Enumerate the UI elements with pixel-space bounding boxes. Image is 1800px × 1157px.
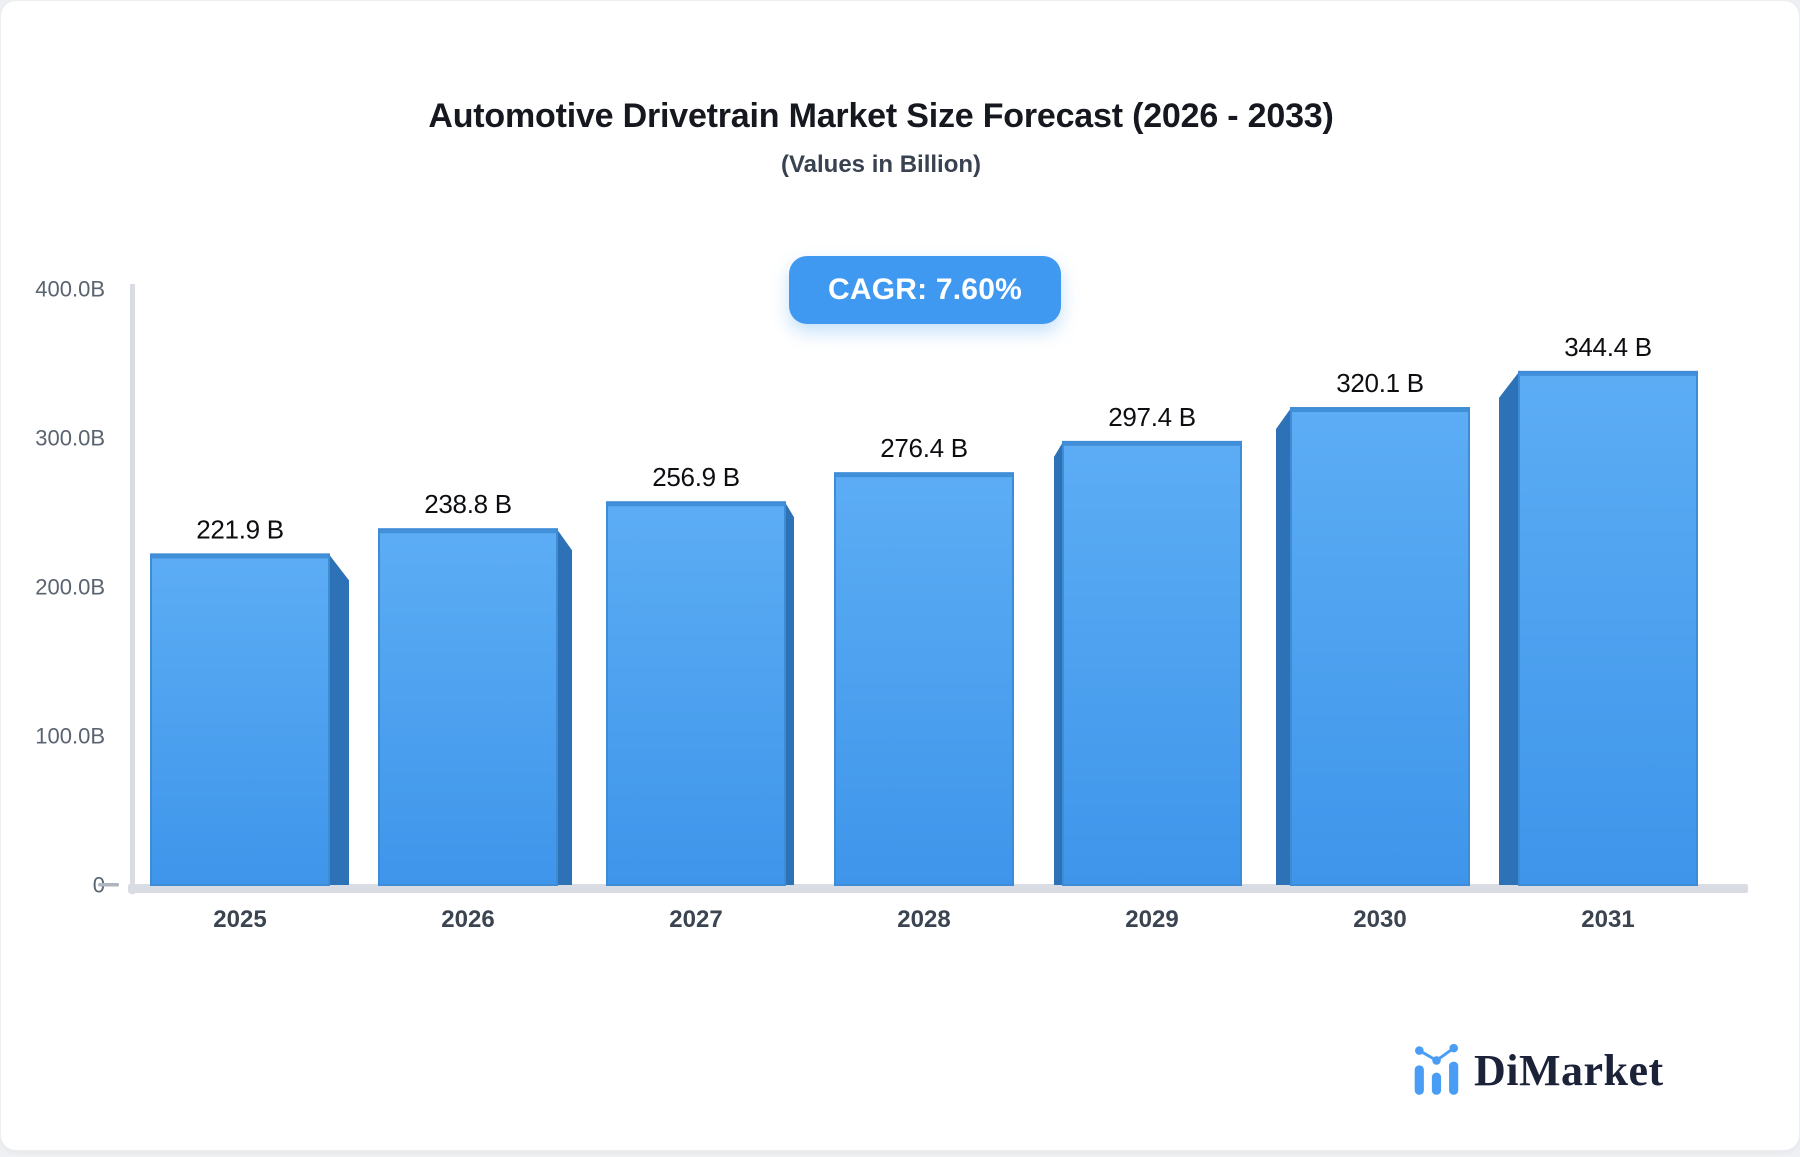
dimarket-logo: DiMarket <box>1413 1035 1664 1107</box>
bar-value-label: 297.4 B <box>1108 402 1196 432</box>
x-tick-label: 2029 <box>1125 906 1178 933</box>
x-tick-label: 2025 <box>213 906 266 933</box>
cagr-badge: CAGR: 7.60% <box>789 256 1061 324</box>
y-tick-label: 300.0B <box>35 426 105 451</box>
zero-tick-dash <box>98 883 119 887</box>
bar-value-label: 221.9 B <box>196 514 284 544</box>
y-tick-label: 200.0B <box>35 575 105 600</box>
bar-2030[interactable] <box>1276 407 1470 886</box>
bar-value-label: 276.4 B <box>880 433 968 463</box>
x-tick-label: 2031 <box>1581 906 1634 933</box>
y-tick-label: 400.0B <box>35 277 105 302</box>
chart-title: Automotive Drivetrain Market Size Foreca… <box>428 97 1334 135</box>
bar-2029[interactable] <box>1054 440 1242 886</box>
x-tick-label: 2027 <box>669 906 722 933</box>
bar-line-chart-icon <box>1413 1042 1463 1101</box>
dimarket-logo-text: DiMarket <box>1474 1046 1664 1095</box>
bar-2028[interactable] <box>834 472 1014 886</box>
bar-2026[interactable] <box>378 528 572 886</box>
bar-2025[interactable] <box>150 553 349 887</box>
x-tick-label: 2028 <box>897 906 950 933</box>
bar-value-label: 320.1 B <box>1336 368 1424 398</box>
x-axis-baseline <box>128 884 1748 893</box>
bar-value-label: 344.4 B <box>1564 332 1652 362</box>
y-axis-line <box>130 284 135 894</box>
bar-value-label: 238.8 B <box>424 489 512 519</box>
x-tick-label: 2026 <box>441 906 494 933</box>
y-tick-label: 100.0B <box>35 724 105 749</box>
bar-2027[interactable] <box>606 501 794 886</box>
chart-subtitle: (Values in Billion) <box>780 151 982 178</box>
bar-value-label: 256.9 B <box>652 462 740 492</box>
bar-2031[interactable] <box>1499 370 1698 886</box>
x-tick-label: 2030 <box>1353 906 1406 933</box>
